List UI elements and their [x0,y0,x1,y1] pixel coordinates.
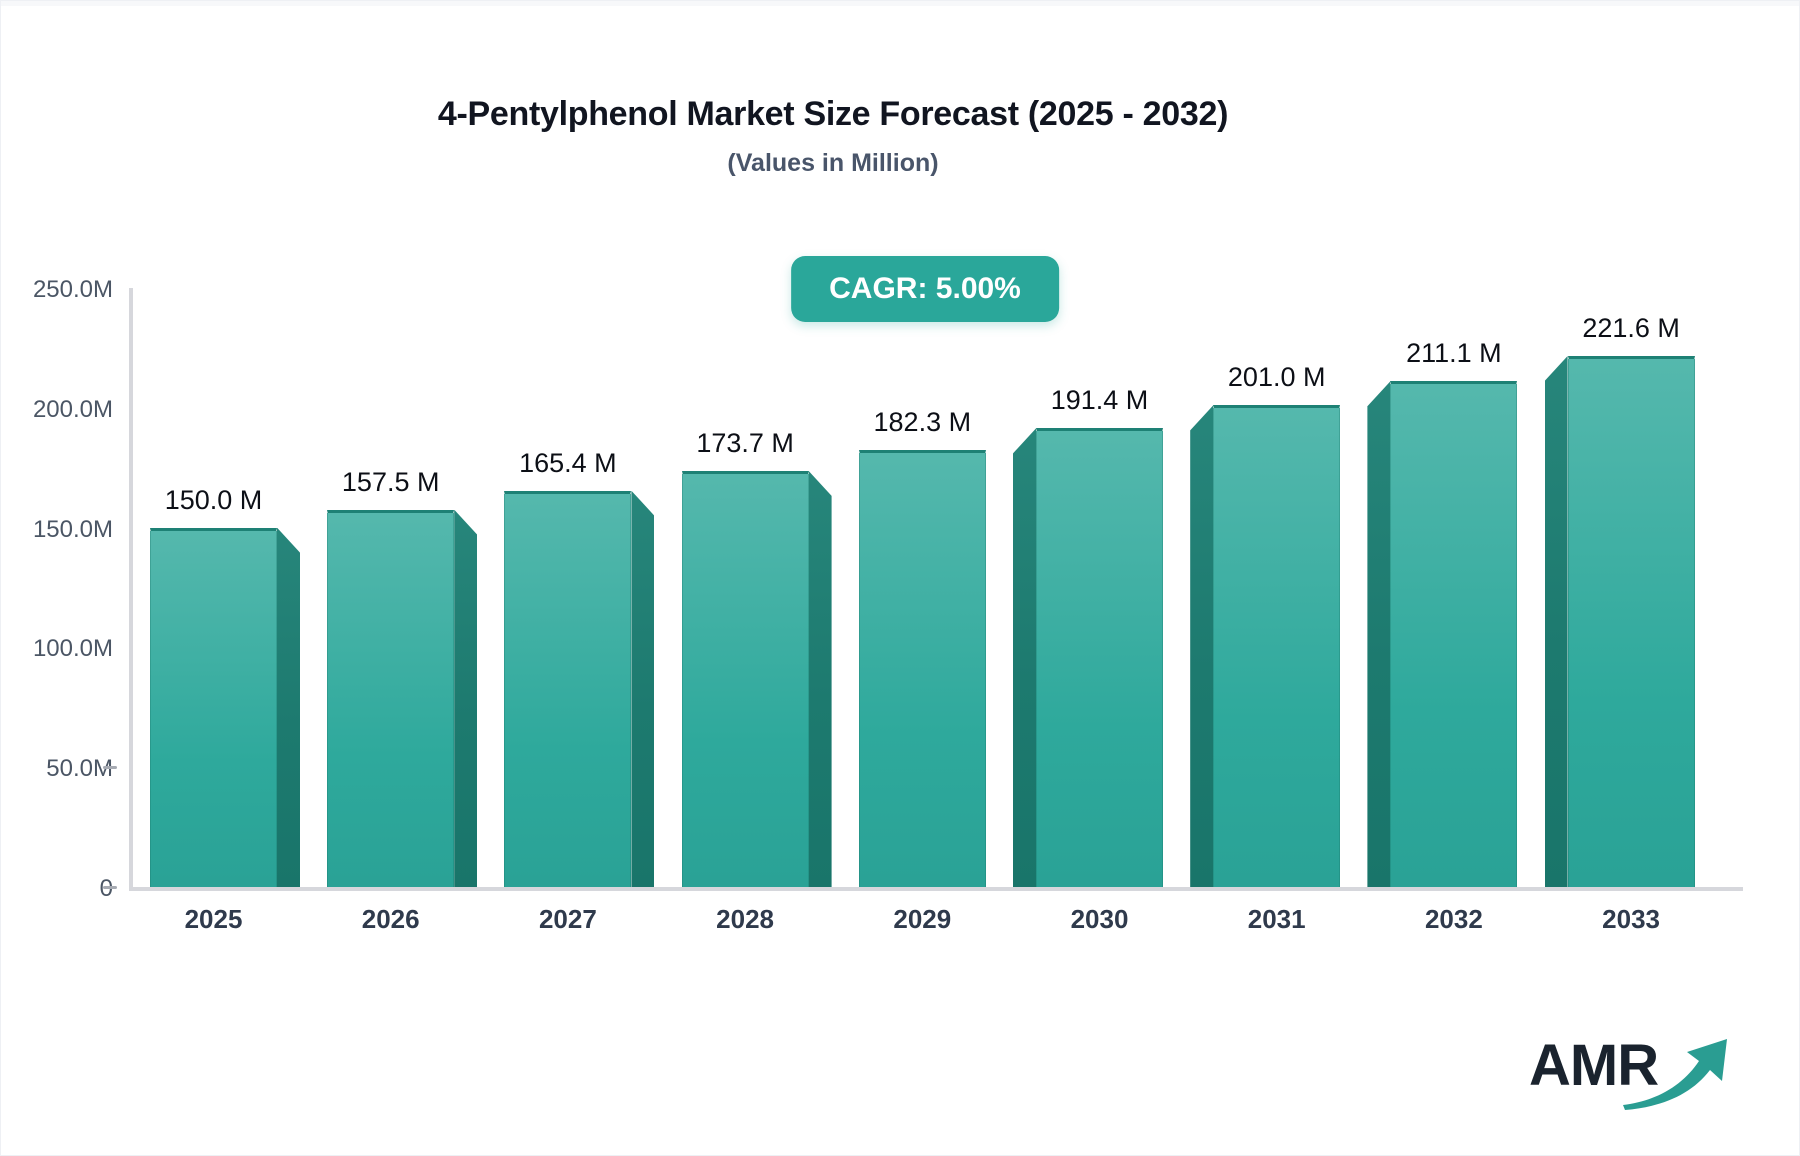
bar [1036,428,1163,887]
bar-value-label: 165.4 M [519,447,617,478]
y-axis-label: 50.0M [46,755,113,783]
x-axis-label: 2030 [1070,904,1129,934]
bar-value-label: 157.5 M [341,466,440,497]
x-axis-label: 2026 [361,904,420,934]
bar-value-label: 173.7 M [696,427,794,458]
y-axis-tick [103,766,117,770]
y-axis-label: 0 [3,875,113,903]
chart-subtitle: (Values in Million) [727,149,939,177]
bar-value-label: 191.4 M [1050,385,1149,416]
amr-logo-text: AMR [1529,1033,1659,1098]
x-axis-label: 2031 [1247,904,1306,934]
x-axis-label: 2032 [1424,904,1483,934]
x-axis-label: 2029 [893,904,952,934]
bar-3d-side [631,490,655,887]
bar [150,527,277,887]
y-axis-tick [103,886,117,889]
bar [1213,405,1341,887]
bar-3d-side [277,527,300,887]
bar-value-label: 150.0 M [164,484,263,515]
x-axis-label: 2027 [538,904,597,934]
bar [858,450,986,887]
chart-title: 4-Pentylphenol Market Size Forecast (202… [437,95,1229,133]
bar-value-label: 182.3 M [873,407,972,438]
bar-3d-side [808,470,832,887]
y-axis-label: 250.0M [32,276,113,303]
x-axis-label: 2033 [1602,904,1661,934]
bar [1390,381,1518,887]
bar-3d-side [454,509,478,887]
x-axis-label: 2025 [184,904,243,934]
bar-value-label: 221.6 M [1582,313,1680,344]
x-axis-baseline [129,887,1743,891]
bar [681,470,809,887]
amr-logo: AMR [1529,1031,1739,1121]
bar-3d-side [1544,356,1568,887]
bar-value-label: 201.0 M [1227,362,1326,393]
bar-3d-side [1367,381,1391,887]
y-axis-label: 200.0M [32,395,113,423]
bar [504,490,632,887]
growth-arrow-icon [1623,1039,1727,1110]
bar-3d-side [1013,428,1036,887]
bar-3d-side [1190,405,1214,887]
cagr-badge: CAGR: 5.00% [791,256,1059,322]
top-edge-strip [1,1,1799,6]
y-axis-label: 150.0M [32,515,113,543]
bar [327,509,455,887]
y-axis-label: 100.0M [32,635,113,663]
x-axis-label: 2028 [716,904,775,934]
bar-value-label: 211.1 M [1406,338,1502,369]
bar [1567,356,1695,887]
y-axis-line [129,288,133,889]
